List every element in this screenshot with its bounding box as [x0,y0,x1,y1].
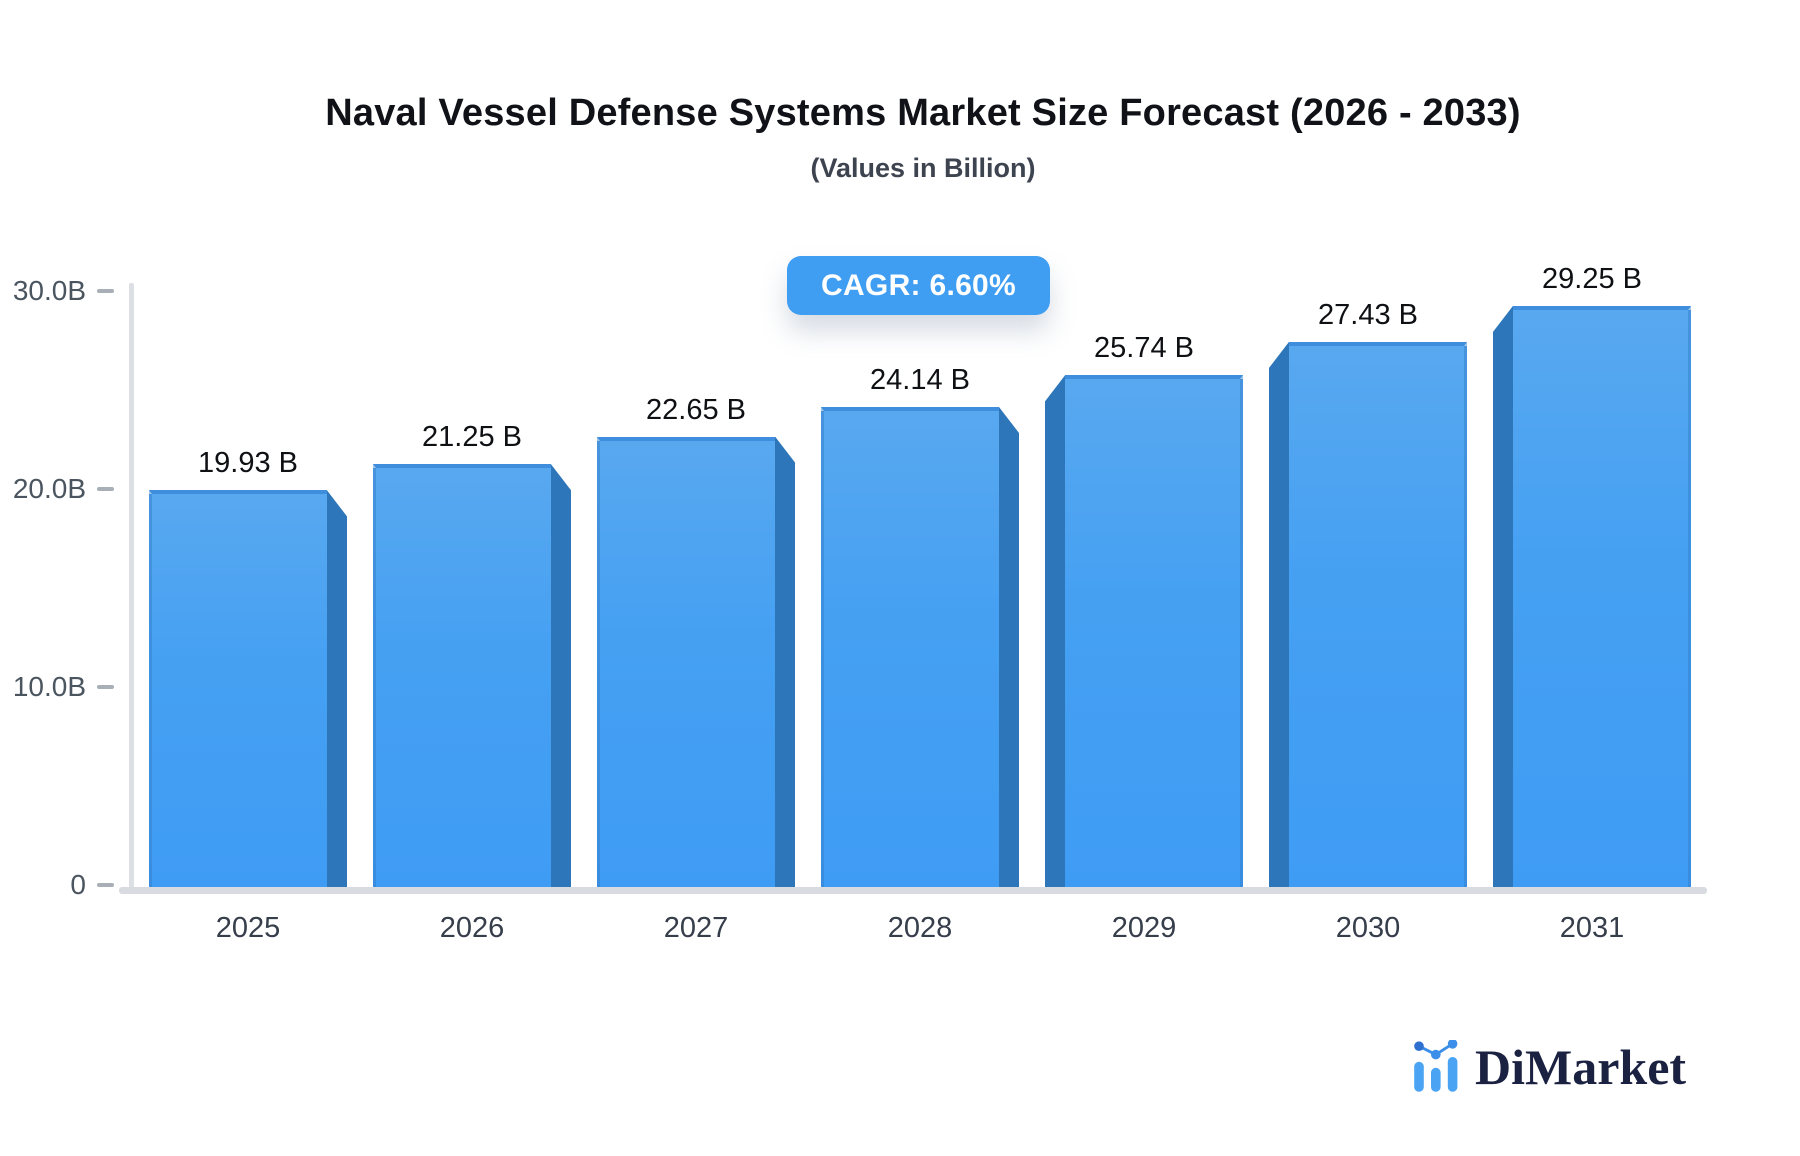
bar-value-label-2025: 19.93 B [198,447,298,480]
y-tick-mark [97,883,114,887]
chart-subtitle: (Values in Billion) [810,153,1036,183]
y-tick-mark [97,289,114,293]
bar-group-2026: 21.25 B [373,0,571,1156]
cagr-badge: CAGR: 6.60% [787,256,1051,315]
bar-value-label-2031: 29.25 B [1542,262,1642,295]
x-tick-label-2028: 2028 [887,912,953,944]
y-tick-mark [97,487,114,491]
chart-title: Naval Vessel Defense Systems Market Size… [325,92,1521,134]
x-tick-label-2026: 2026 [439,912,505,944]
bar-value-label-2026: 21.25 B [422,421,522,454]
y-tick-label-30.0B: 30.0B [12,275,86,306]
x-tick-label-2030: 2030 [1335,912,1401,944]
bar-2028[interactable] [821,407,999,887]
bar-2029[interactable] [1065,375,1243,887]
x-tick-label-2029: 2029 [1111,912,1177,944]
brand-logo[interactable]: DiMarket [1413,1040,1686,1092]
bar-side-face-2029[interactable] [1045,375,1065,887]
bar-side-face-2031[interactable] [1493,305,1513,887]
cagr-badge-label: CAGR: 6.60% [821,268,1017,302]
x-axis-baseline [119,887,1707,894]
bar-side-face-2028[interactable] [999,407,1019,887]
brand-logo-text: DiMarket [1475,1039,1687,1095]
x-tick-label-2027: 2027 [663,912,729,944]
mini-bar-chart-trend-icon [1414,1040,1458,1092]
bar-2025[interactable] [149,490,327,887]
bar-2030[interactable] [1289,341,1467,887]
bar-value-label-2028: 24.14 B [870,364,970,397]
bar-side-face-2025[interactable] [327,490,347,887]
y-axis-line [129,283,134,890]
y-tick-label-10.0B: 10.0B [12,671,86,702]
bar-side-face-2026[interactable] [551,464,571,887]
y-tick-label-0: 0 [70,869,86,900]
bar-value-label-2029: 25.74 B [1094,332,1194,365]
bar-group-2029: 25.74 B [1045,0,1243,1156]
bar-value-label-2030: 27.43 B [1318,298,1418,331]
x-tick-label-2031: 2031 [1559,912,1625,944]
x-tick-label-2025: 2025 [215,912,281,944]
bar-value-label-2027: 22.65 B [646,393,746,426]
y-tick-mark [97,685,114,689]
bar-side-face-2030[interactable] [1269,341,1289,887]
bar-2026[interactable] [373,464,551,887]
bar-2027[interactable] [597,436,775,887]
y-tick-label-20.0B: 20.0B [12,473,86,504]
bar-side-face-2027[interactable] [775,436,795,887]
bar-2031[interactable] [1513,305,1691,887]
chart-header: Naval Vessel Defense Systems Market Size… [46,92,1800,184]
